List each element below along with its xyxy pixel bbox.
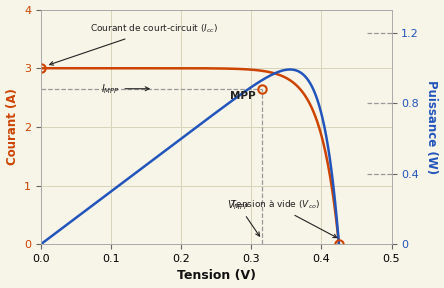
Text: Courant de court-circuit ($I_{cc}$): Courant de court-circuit ($I_{cc}$) xyxy=(50,23,218,65)
Y-axis label: Puissance (W): Puissance (W) xyxy=(425,80,438,174)
Text: $V_{MPP}$: $V_{MPP}$ xyxy=(227,198,260,236)
Text: MPP: MPP xyxy=(230,91,256,101)
Y-axis label: Courant (A): Courant (A) xyxy=(6,88,19,165)
Text: Tension à vide ($V_{co}$): Tension à vide ($V_{co}$) xyxy=(230,199,337,238)
Text: $I_{MPP}$: $I_{MPP}$ xyxy=(100,82,149,96)
X-axis label: Tension (V): Tension (V) xyxy=(177,270,256,283)
